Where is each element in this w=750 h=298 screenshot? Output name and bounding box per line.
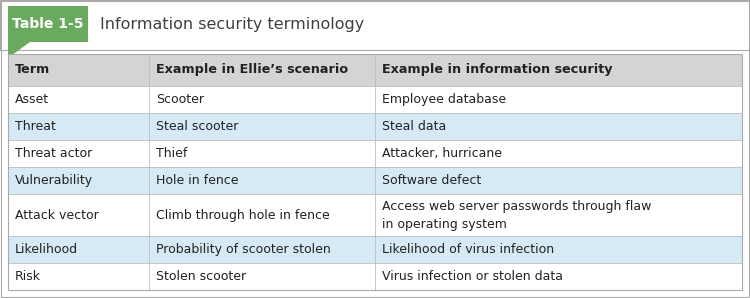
Bar	[8, 6, 88, 42]
Text: Steal scooter: Steal scooter	[156, 120, 238, 133]
Bar	[375, 54, 742, 86]
Bar	[375, 86, 742, 113]
Text: Steal data: Steal data	[382, 120, 446, 133]
Bar	[375, 194, 742, 236]
Text: Attack vector: Attack vector	[15, 209, 99, 222]
Text: Vulnerability: Vulnerability	[15, 174, 93, 187]
Bar	[8, 86, 149, 113]
Bar	[375, 113, 742, 140]
Bar	[8, 236, 149, 263]
Bar	[375, 236, 742, 263]
Text: Risk: Risk	[15, 270, 41, 283]
Bar	[8, 194, 149, 236]
Bar	[8, 113, 149, 140]
Bar	[375, 167, 742, 194]
Bar	[8, 263, 149, 290]
Bar	[149, 236, 375, 263]
Text: Table 1-5: Table 1-5	[12, 17, 84, 31]
Bar	[375, 263, 742, 290]
Text: in operating system: in operating system	[382, 218, 507, 231]
Bar	[149, 167, 375, 194]
Polygon shape	[8, 42, 30, 58]
Bar	[8, 140, 149, 167]
Bar	[375, 140, 742, 167]
Text: Threat actor: Threat actor	[15, 147, 92, 160]
Text: Virus infection or stolen data: Virus infection or stolen data	[382, 270, 563, 283]
Text: Probability of scooter stolen: Probability of scooter stolen	[156, 243, 331, 256]
Text: Asset: Asset	[15, 93, 50, 106]
Bar	[8, 167, 149, 194]
Text: Attacker, hurricane: Attacker, hurricane	[382, 147, 502, 160]
Bar	[149, 54, 375, 86]
Text: Threat: Threat	[15, 120, 55, 133]
Text: Access web server passwords through flaw: Access web server passwords through flaw	[382, 200, 651, 212]
Text: Likelihood: Likelihood	[15, 243, 78, 256]
Text: Employee database: Employee database	[382, 93, 506, 106]
Text: Climb through hole in fence: Climb through hole in fence	[156, 209, 330, 222]
Text: Thief: Thief	[156, 147, 188, 160]
Bar	[8, 54, 742, 290]
Bar	[149, 140, 375, 167]
Text: Example in information security: Example in information security	[382, 63, 613, 76]
Text: Scooter: Scooter	[156, 93, 204, 106]
Bar	[149, 194, 375, 236]
Text: Hole in fence: Hole in fence	[156, 174, 238, 187]
Text: Software defect: Software defect	[382, 174, 482, 187]
Text: Stolen scooter: Stolen scooter	[156, 270, 246, 283]
Text: Information security terminology: Information security terminology	[100, 18, 364, 32]
Bar	[149, 86, 375, 113]
Bar	[0, 0, 750, 50]
Text: Likelihood of virus infection: Likelihood of virus infection	[382, 243, 554, 256]
Bar	[8, 54, 149, 86]
Bar	[149, 113, 375, 140]
Text: Example in Ellie’s scenario: Example in Ellie’s scenario	[156, 63, 348, 76]
Text: Term: Term	[15, 63, 50, 76]
Bar	[149, 263, 375, 290]
